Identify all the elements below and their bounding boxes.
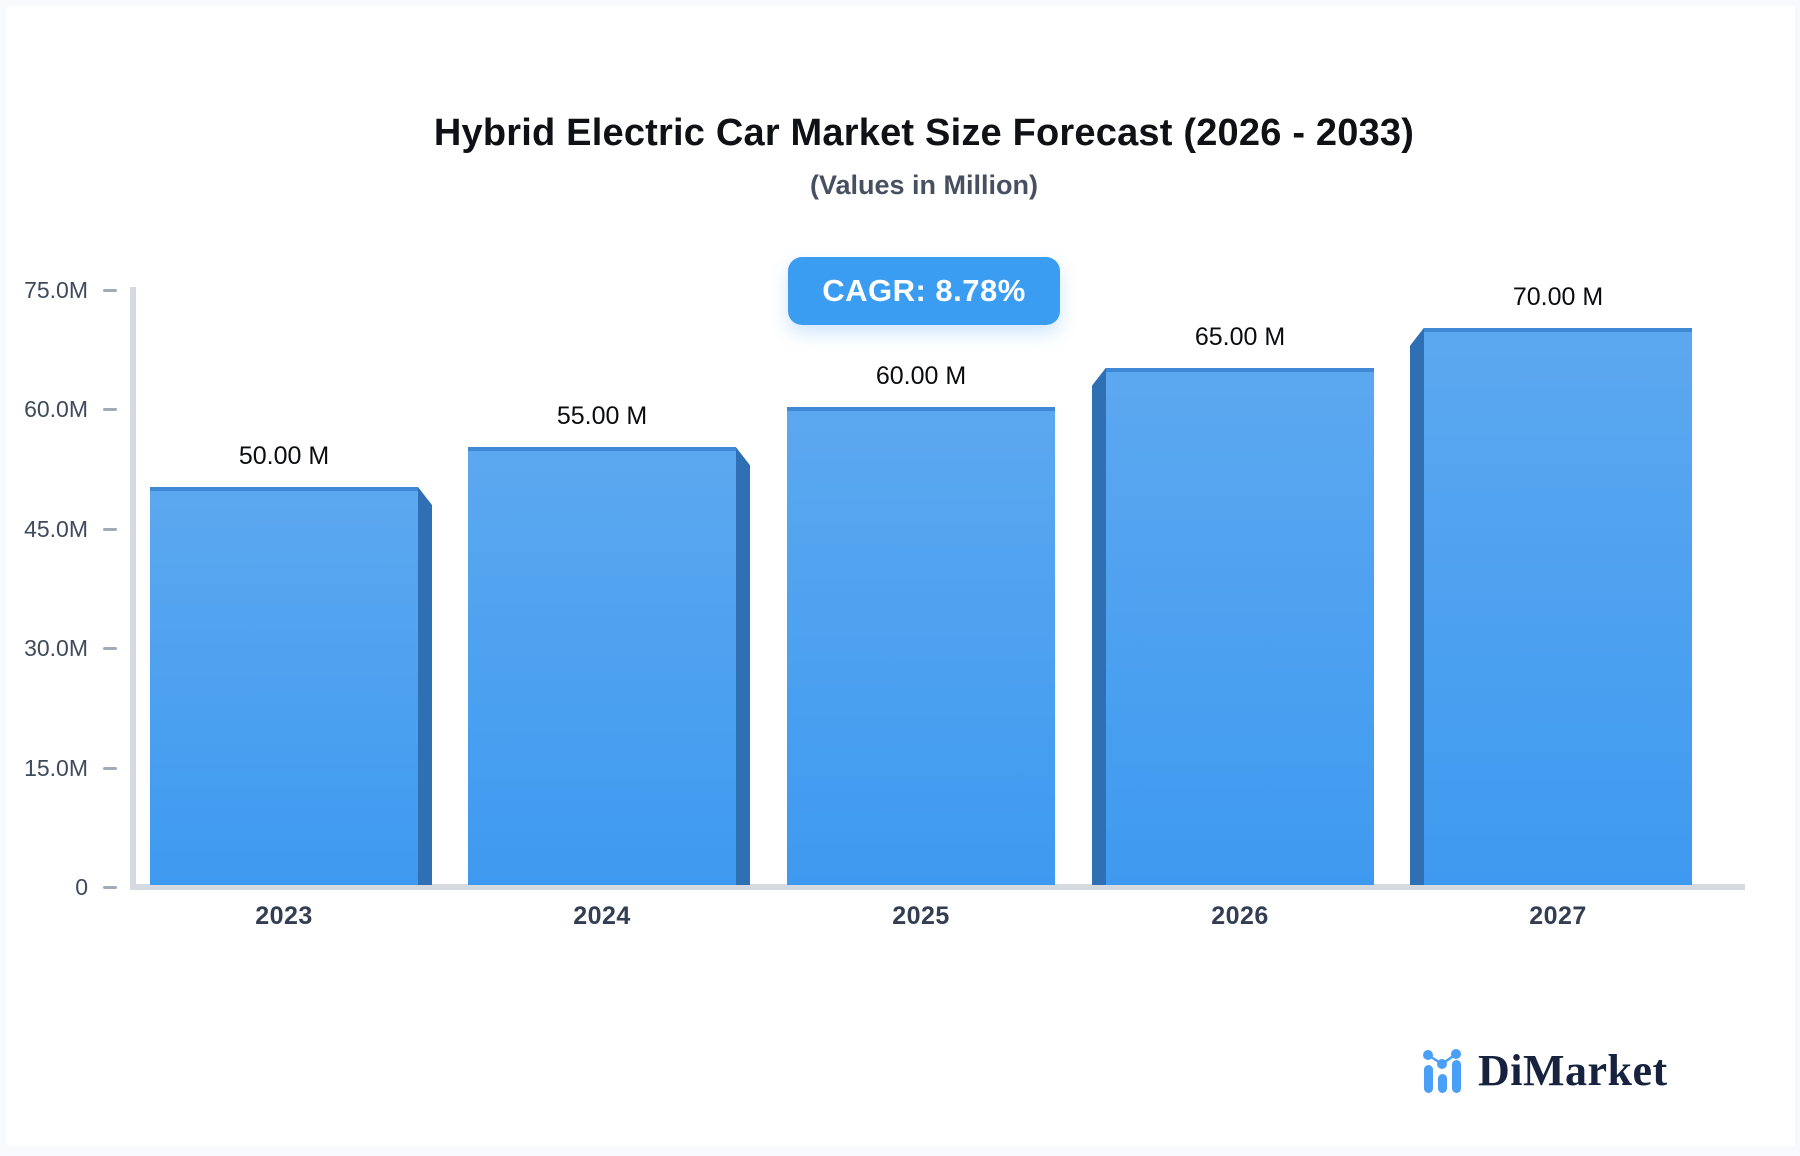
y-axis-tick-label: 15.0M — [24, 754, 88, 781]
y-axis-tick-mark — [103, 647, 117, 651]
bar — [787, 407, 1055, 885]
brand-logo: DiMarket — [1420, 1040, 1700, 1100]
y-axis-tick-label: 45.0M — [24, 515, 88, 542]
bar-3d-side — [418, 487, 432, 885]
bar-3d-side — [736, 447, 750, 885]
brand-name: DiMarket — [1478, 1045, 1668, 1095]
x-axis-category-label: 2026 — [1211, 902, 1269, 930]
x-axis-category-label: 2025 — [892, 902, 950, 930]
chart-card: Hybrid Electric Car Market Size Forecast… — [6, 6, 1795, 1146]
bar-3d-side — [1092, 367, 1106, 885]
y-axis-tick-label: 75.0M — [24, 277, 88, 303]
chart-stage: Hybrid Electric Car Market Size Forecast… — [6, 6, 1795, 1146]
y-axis-tick-mark — [103, 408, 117, 412]
bar — [150, 487, 418, 885]
chart-subtitle: (Values in Million) — [809, 170, 1039, 200]
y-axis-tick-mark — [103, 766, 117, 770]
bar-value-label: 70.00 M — [1512, 282, 1604, 311]
y-axis-tick-mark — [103, 289, 117, 292]
y-axis-tick-label: 0 — [75, 874, 88, 900]
x-axis-category-label: 2024 — [573, 902, 631, 930]
y-axis-tick-mark — [103, 527, 117, 531]
bar-value-label: 55.00 M — [556, 402, 648, 431]
y-axis-tick-label: 30.0M — [24, 635, 88, 662]
cagr-badge-label: CAGR: 8.78% — [822, 273, 1026, 308]
x-axis-category-label: 2027 — [1529, 902, 1587, 930]
bar — [1424, 327, 1692, 885]
y-axis-tick-label: 60.0M — [24, 396, 88, 423]
x-axis-line — [130, 884, 1745, 890]
x-axis-category-label: 2023 — [255, 902, 313, 930]
y-axis-tick-mark — [103, 886, 117, 889]
bar-value-label: 50.00 M — [238, 442, 330, 470]
cagr-badge: CAGR: 8.78% — [788, 257, 1060, 325]
dimarket-logo-icon — [1423, 1049, 1461, 1093]
bar-value-label: 60.00 M — [875, 362, 967, 391]
bar — [1106, 367, 1374, 885]
chart-title: Hybrid Electric Car Market Size Forecast… — [433, 112, 1415, 154]
bar-3d-side — [1410, 327, 1424, 885]
y-axis-line — [130, 287, 136, 890]
bar — [468, 447, 736, 885]
bar-value-label: 65.00 M — [1194, 322, 1286, 351]
